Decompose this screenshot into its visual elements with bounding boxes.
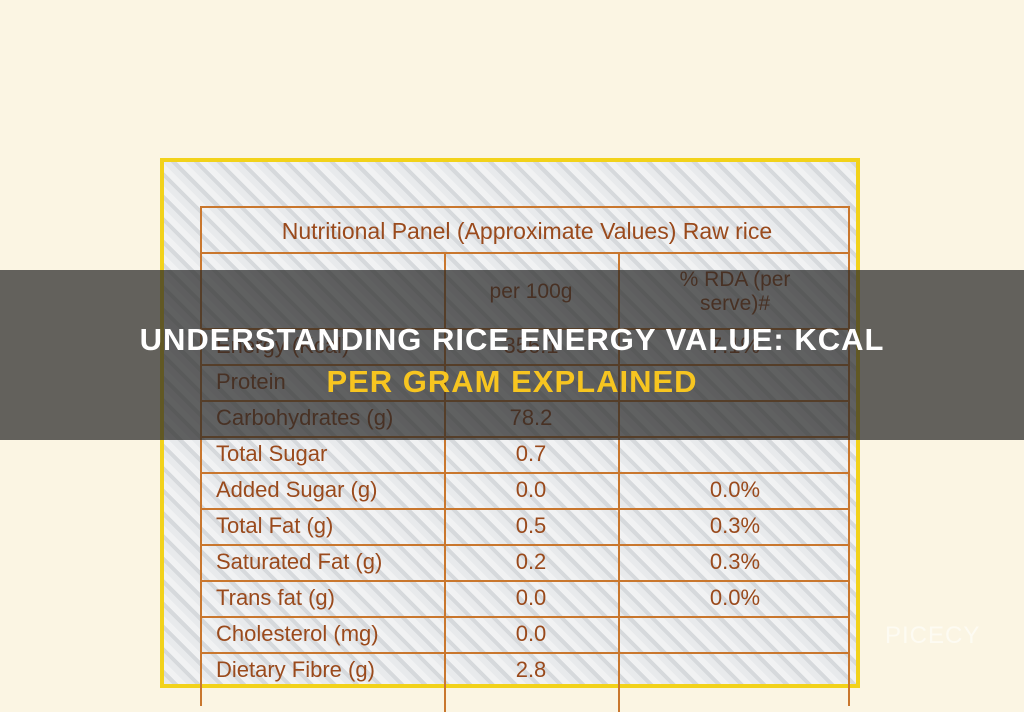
rule	[202, 252, 848, 254]
title-highlight: PER GRAM EXPLAINED	[326, 364, 698, 399]
nutrient-value: 0.0	[515, 621, 547, 646]
nutrient-value: 0.0%	[709, 477, 761, 502]
nutrient-value: 0.3%	[709, 549, 761, 574]
nutrient-name: Added Sugar (g)	[216, 477, 378, 502]
nutrient-name: Trans fat (g)	[216, 585, 335, 610]
nutrient-name: Total Fat (g)	[216, 513, 334, 538]
page: Nutritional Panel (Approximate Values) R…	[0, 158, 1024, 712]
nutrient-value: 0.7	[515, 441, 547, 466]
nutrient-value: 0.3%	[709, 513, 761, 538]
nutrient-name: Cholesterol (mg)	[216, 621, 379, 646]
nutrient-value: 0.5	[515, 513, 547, 538]
rule	[202, 652, 848, 654]
rule	[202, 472, 848, 474]
nutrient-name: Total Sugar	[216, 441, 328, 466]
nutrient-value: 0.0%	[709, 585, 761, 610]
panel-heading: Nutritional Panel (Approximate Values) R…	[281, 217, 773, 244]
rule	[444, 252, 446, 712]
nutrient-value: 0.0	[515, 477, 547, 502]
rule	[202, 544, 848, 546]
nutrient-name: Saturated Fat (g)	[216, 549, 383, 574]
nutrient-value: 0.2	[515, 549, 547, 574]
rule	[202, 508, 848, 510]
rule	[202, 616, 848, 618]
nutrient-name: Dietary Fibre (g)	[216, 657, 375, 682]
title: UNDERSTANDING RICE ENERGY VALUE: KCAL	[139, 322, 885, 357]
rule	[202, 580, 848, 582]
rule	[618, 252, 620, 712]
watermark: PICECY	[885, 622, 981, 649]
nutrient-value: 0.0	[515, 585, 547, 610]
title-band	[0, 270, 1024, 440]
nutrient-value: 2.8	[515, 657, 547, 682]
